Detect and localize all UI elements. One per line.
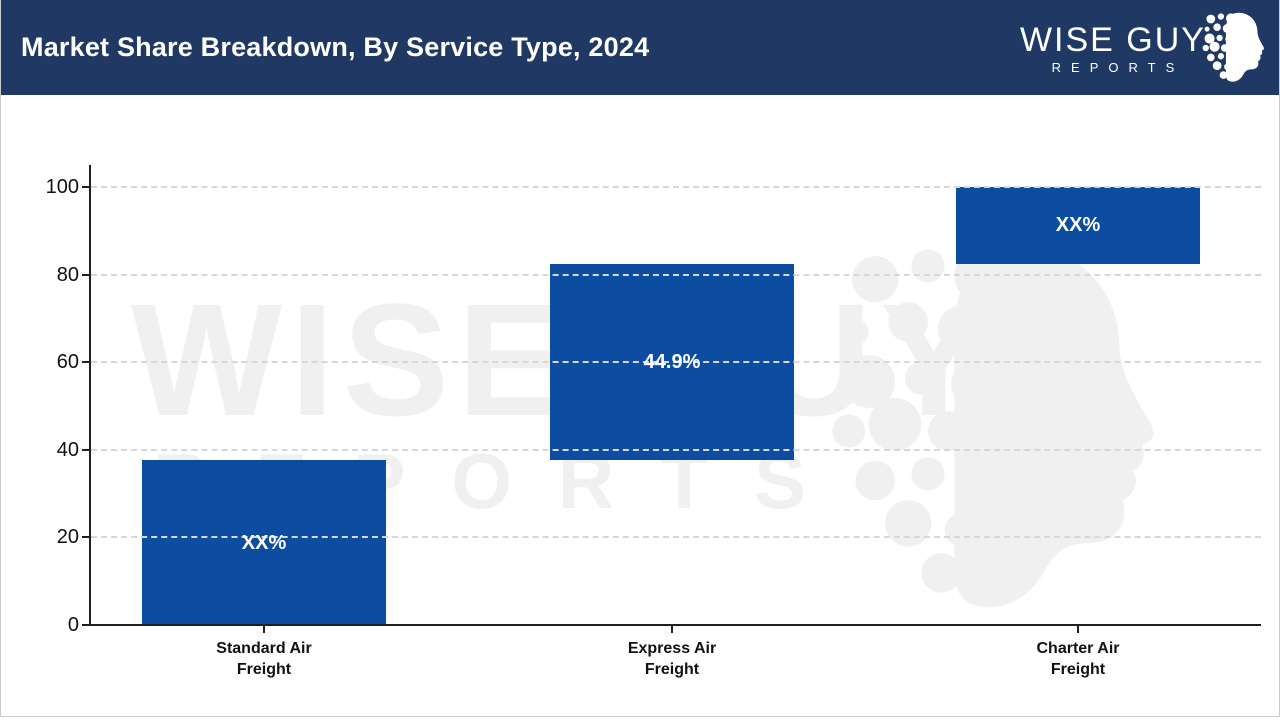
y-tick-label-40: 40 xyxy=(56,438,79,461)
y-tick-60 xyxy=(82,361,91,364)
bar-value-label: 44.9% xyxy=(643,350,701,373)
y-tick-100 xyxy=(82,186,91,188)
gridline-20 xyxy=(91,536,1261,539)
y-tick-20 xyxy=(82,536,91,539)
y-tick-0 xyxy=(82,624,91,626)
y-tick-label-60: 60 xyxy=(56,351,79,374)
logo-face-icon xyxy=(1202,10,1265,86)
category-label-charter-air-freight: Charter Air Freight xyxy=(958,638,1198,680)
brand-logo: WISE GUY REPORTS xyxy=(1020,10,1265,86)
category-label-line: Freight xyxy=(1050,661,1106,678)
x-tick-0 xyxy=(263,625,265,633)
category-label-standard-air-freight: Standard Air Freight xyxy=(144,638,384,680)
y-tick-label-0: 0 xyxy=(67,614,79,636)
y-axis-line xyxy=(89,165,91,626)
brand-logo-text: WISE GUY REPORTS xyxy=(1020,22,1206,76)
x-tick-1 xyxy=(671,625,673,633)
y-tick-40 xyxy=(82,448,91,451)
category-label-line: Freight xyxy=(644,661,700,678)
category-label-line: Express Air xyxy=(627,640,717,657)
logo-subtext: REPORTS xyxy=(1051,59,1185,75)
x-axis-line xyxy=(89,624,1261,626)
category-label-express-air-freight: Express Air Freight xyxy=(552,638,792,680)
gridline-100 xyxy=(91,186,1261,188)
category-label-line: Charter Air xyxy=(1036,640,1120,657)
x-tick-2 xyxy=(1077,625,1079,633)
bar-value-label: XX% xyxy=(241,531,287,554)
gridline-40 xyxy=(91,448,1261,451)
y-tick-label-20: 20 xyxy=(56,526,79,549)
category-label-line: Standard Air xyxy=(216,640,312,657)
category-label-line: Freight xyxy=(236,661,292,678)
bar-value-label: XX% xyxy=(1055,214,1101,237)
gridline-80 xyxy=(91,273,1261,276)
y-tick-label-100: 100 xyxy=(45,176,79,198)
logo-wordmark: WISE GUY xyxy=(1019,20,1206,59)
page-title: Market Share Breakdown, By Service Type,… xyxy=(21,32,650,62)
y-tick-label-80: 80 xyxy=(56,263,79,286)
gridline-60 xyxy=(91,361,1261,364)
bar-standard-air-freight xyxy=(142,460,386,625)
header: Market Share Breakdown, By Service Type,… xyxy=(1,0,1279,95)
y-tick-80 xyxy=(82,273,91,276)
